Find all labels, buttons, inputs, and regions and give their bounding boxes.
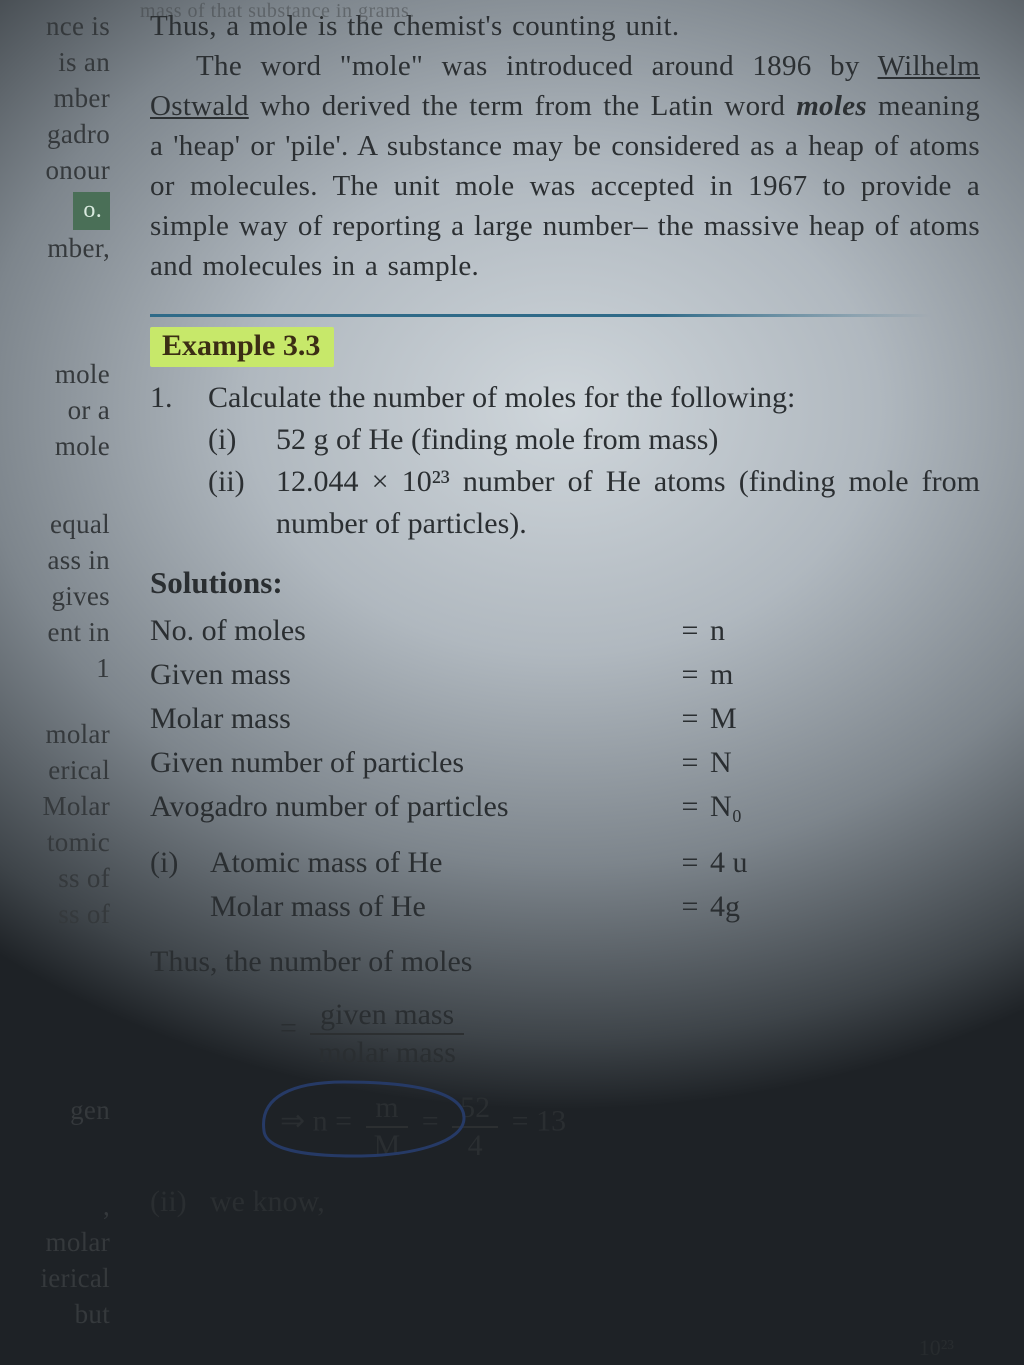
def-row: Given number of particles = N [150,741,980,785]
left-frag: but [0,1296,110,1332]
left-frag: ent in [0,614,110,650]
def-label: Molar mass [150,697,670,741]
equals-sign: = [670,885,710,929]
left-frag: mber, [0,230,110,266]
section-rule [150,314,930,317]
def-val: M [710,697,790,741]
left-frag: molar [0,716,110,752]
left-frag: 1 [0,650,110,686]
fraction-m-over-M: m M [366,1092,409,1161]
def-label: No. of moles [150,609,670,653]
left-frag: gives [0,578,110,614]
frac-bot: 4 [452,1128,498,1162]
def-row: Molar mass = M [150,697,980,741]
left-frag: mber [0,80,110,116]
left-frag: or a [0,392,110,428]
equals-sign: = [670,741,710,785]
def-label: Given number of particles [150,741,670,785]
frac-bot: M [366,1128,409,1162]
equals-sign: = [670,697,710,741]
q1-ii-text: 12.044 × 10²³ number of He atoms (findin… [276,461,980,545]
left-frag: nce is [0,8,110,44]
left-frag: gadro [0,116,110,152]
left-frag: mole [0,428,110,464]
main-column: Thus, a mole is the chemist's counting u… [150,6,980,1219]
q1-text: Calculate the number of moles for the fo… [208,377,980,419]
def-val: n [710,609,790,653]
paragraph-1: Thus, a mole is the chemist's counting u… [150,6,980,46]
equals-sign: = [670,841,710,885]
solution-part-i: (i) Atomic mass of He = 4 u Molar mass o… [150,841,980,929]
equation-line-1: = given mass molar mass [280,993,980,1068]
q1-i-num: (i) [208,419,276,461]
def-label: Avogadro number of particles [150,785,670,829]
q1-ii-num: (ii) [208,461,276,545]
sol-i-val-2: 4g [710,885,810,929]
left-frag: ss of [0,860,110,896]
equals-sign: = [670,653,710,697]
equals-sign: = [422,1104,439,1137]
q1-i-text: 52 g of He (finding mole from mass) [276,419,980,461]
def-val: N [710,741,790,785]
para2-moles: moles [796,90,867,122]
left-frag: onour [0,152,110,188]
frac-top: m [366,1092,409,1128]
fraction-52-over-4: 52 4 [452,1092,498,1161]
definitions-table: No. of moles = n Given mass = m Molar ma… [150,609,980,829]
paragraph-2: The word "mole" was introduced around 18… [150,46,980,286]
solutions-heading: Solutions: [150,565,980,601]
example-label: Example 3.3 [150,327,334,367]
left-frag: is an [0,44,110,80]
sol-i-label-2: Molar mass of He [210,885,670,929]
left-frag: molar [0,1224,110,1260]
left-frag: ss of [0,896,110,932]
solution-part-ii: (ii) we know, [150,1185,980,1219]
equals-sign: = [280,1011,304,1044]
left-frag: mole [0,356,110,392]
def-row: Given mass = m [150,653,980,697]
page: mass of that substance in grams. nce is … [0,0,1024,1365]
fraction-given-over-molar: given mass molar mass [310,999,463,1068]
def-val: m [710,653,790,697]
frac-top: given mass [310,999,463,1035]
def-row: No. of moles = n [150,609,980,653]
equals-sign: = [670,609,710,653]
frac-top: 52 [452,1092,498,1128]
equals-sign: = [670,785,710,829]
equation-line-2: ⇒ n = m M = 52 4 = 13 [280,1086,980,1161]
left-frag: gen [0,1092,110,1128]
left-frag: equal [0,506,110,542]
thus-line: Thus, the number of moles [150,945,980,979]
sol-ii-num: (ii) [150,1185,210,1219]
left-frag: ass in [0,542,110,578]
def-label: Given mass [150,653,670,697]
left-frag: erical [0,752,110,788]
left-frag: Molar [0,788,110,824]
sol-i-val-1: 4 u [710,841,810,885]
question-list: 1. Calculate the number of moles for the… [150,377,980,545]
implies: ⇒ n = [280,1104,352,1137]
left-frag: , [0,1188,110,1224]
para2-b: who derived the term from the Latin word [249,90,796,122]
equals-13: = 13 [512,1104,566,1137]
left-frag: ierical [0,1260,110,1296]
sol-i-label-1: Atomic mass of He [210,841,670,885]
cut-corner-text: 10²³ [919,1335,954,1361]
def-val: N₀ [710,785,790,829]
q1-number: 1. [150,377,208,419]
def-row: Avogadro number of particles = N₀ [150,785,980,829]
para2-a: The word "mole" was introduced around 18… [196,50,878,82]
equation-block: = given mass molar mass ⇒ n = m M = [280,993,980,1161]
left-badge: o. [73,192,110,230]
left-cut-column: nce is is an mber gadro onour o. mber, m… [0,0,110,1332]
sol-i-num: (i) [150,841,210,885]
sol-ii-text: we know, [210,1185,325,1219]
left-frag: tomic [0,824,110,860]
frac-bot: molar mass [310,1035,463,1069]
